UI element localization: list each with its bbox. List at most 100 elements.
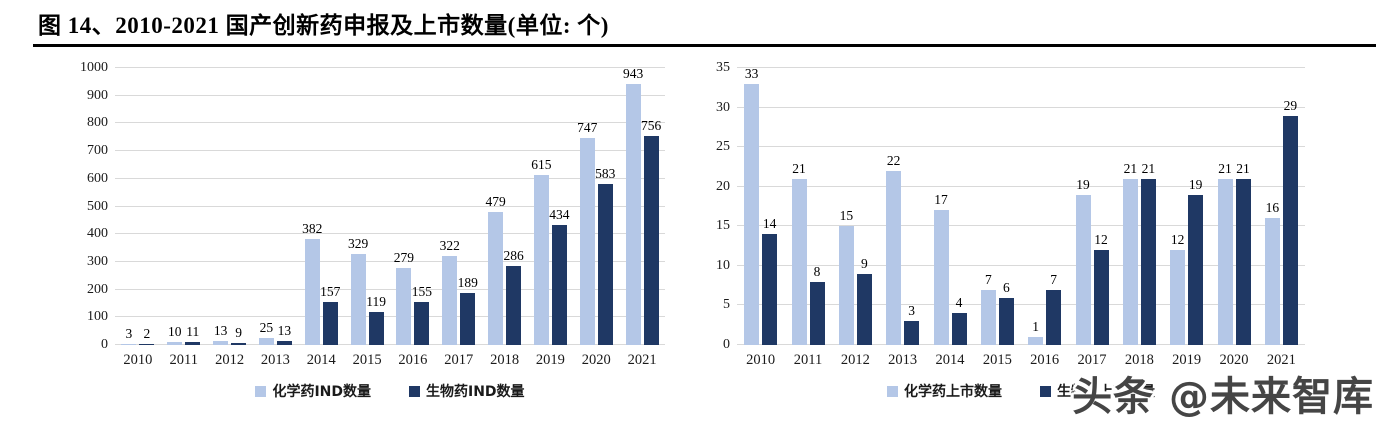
gridline bbox=[115, 67, 665, 68]
gridline bbox=[115, 205, 665, 207]
chart-ind: 0 100 200 300 400 500 600 700 800 900 1000 3 2 10 11 1… bbox=[40, 55, 670, 405]
bar-light-2012 bbox=[213, 341, 229, 345]
x-tick-label: 2020 bbox=[1219, 352, 1249, 368]
bar-value-label: 4 bbox=[955, 295, 963, 311]
bar-value-label: 16 bbox=[1265, 200, 1280, 216]
x-tick-label: 2018 bbox=[1124, 352, 1154, 368]
bar-light-2011 bbox=[167, 342, 183, 345]
bar-dark-2010 bbox=[762, 234, 778, 345]
bar-value-label: 15 bbox=[839, 208, 854, 224]
bar-dark-2013 bbox=[904, 321, 920, 345]
bar-dark-2013 bbox=[276, 341, 292, 345]
x-tick-label: 2019 bbox=[535, 352, 565, 368]
plot-area: 33 14 21 8 15 9 22 3 17 4 7 6 1 7 19 12 21 21 12 19 21 21 16 29 bbox=[737, 65, 1305, 345]
x-tick-label: 2010 bbox=[746, 352, 776, 368]
gridline bbox=[115, 288, 665, 290]
bar-light-2010 bbox=[121, 344, 137, 345]
bar-light-2017 bbox=[1075, 194, 1091, 345]
bar-light-2017 bbox=[442, 255, 458, 345]
legend-swatch-dark-icon bbox=[409, 385, 420, 397]
y-tick-label: 900 bbox=[87, 87, 108, 103]
bar-dark-2015 bbox=[998, 297, 1014, 345]
bar-dark-2014 bbox=[322, 301, 338, 345]
bar-dark-2014 bbox=[951, 313, 967, 345]
bar-dark-2012 bbox=[231, 342, 247, 345]
bar-dark-2016 bbox=[414, 302, 430, 345]
bar-value-label: 747 bbox=[577, 120, 598, 136]
y-tick-label: 0 bbox=[101, 337, 108, 352]
gridline bbox=[737, 225, 1305, 227]
bar-dark-2016 bbox=[1046, 289, 1062, 345]
bar-value-label: 10 bbox=[168, 324, 182, 340]
bar-value-label: 19 bbox=[1076, 176, 1090, 192]
bar-value-label: 17 bbox=[934, 192, 948, 208]
legend-label-chem-approval: 化学药上市数量 bbox=[904, 384, 1002, 400]
y-tick-label: 500 bbox=[87, 198, 108, 214]
y-tick-label: 800 bbox=[87, 115, 108, 131]
gridline bbox=[737, 344, 1305, 345]
bar-light-2015 bbox=[350, 253, 366, 345]
x-tick-label: 2014 bbox=[306, 352, 336, 368]
y-tick-label: 15 bbox=[716, 218, 730, 234]
bar-light-2019 bbox=[1170, 250, 1186, 345]
bar-light-2019 bbox=[533, 174, 549, 345]
bar-value-label: 434 bbox=[549, 206, 570, 222]
bar-value-label: 14 bbox=[762, 216, 777, 232]
bar-dark-2019 bbox=[1188, 194, 1204, 345]
legend-ind: 化学药IND数量 生物药IND数量 bbox=[115, 381, 665, 401]
bar-value-label: 1 bbox=[1032, 319, 1040, 335]
bar-light-2014 bbox=[933, 210, 949, 345]
bar-value-label: 479 bbox=[485, 194, 506, 210]
x-tick-label: 2021 bbox=[1266, 352, 1296, 368]
y-tick-label: 100 bbox=[87, 309, 108, 325]
x-tick-label: 2019 bbox=[1172, 352, 1202, 368]
gridline bbox=[115, 233, 665, 235]
bar-dark-2021 bbox=[1282, 115, 1298, 345]
x-tick-label: 2017 bbox=[444, 352, 474, 368]
gridline bbox=[737, 146, 1305, 148]
y-tick-label: 30 bbox=[716, 99, 730, 115]
bar-value-label: 6 bbox=[1002, 279, 1010, 295]
bar-value-label: 943 bbox=[622, 65, 644, 81]
bar-value-label: 7 bbox=[1050, 271, 1058, 287]
y-tick-label: 35 bbox=[716, 60, 730, 75]
bar-dark-2018 bbox=[506, 265, 522, 345]
x-tick-label: 2011 bbox=[169, 352, 198, 368]
watermark: 头条 @未来智库 bbox=[1072, 374, 1374, 420]
title-underline bbox=[33, 44, 1376, 47]
bar-value-label: 3 bbox=[908, 303, 916, 319]
x-tick-label: 2016 bbox=[1030, 352, 1060, 368]
bar-light-2013 bbox=[886, 170, 902, 345]
bar-light-2016 bbox=[396, 267, 412, 345]
y-tick-label: 10 bbox=[716, 257, 730, 273]
legend-swatch-dark-icon bbox=[1040, 385, 1051, 397]
gridline bbox=[737, 304, 1305, 306]
bar-dark-2011 bbox=[185, 341, 201, 345]
bar-value-label: 21 bbox=[792, 160, 806, 176]
bar-value-label: 33 bbox=[744, 65, 759, 81]
bar-value-label: 21 bbox=[1141, 160, 1156, 176]
bar-value-label: 12 bbox=[1094, 232, 1108, 248]
y-tick-label: 200 bbox=[87, 281, 108, 297]
bar-dark-2018 bbox=[1140, 178, 1156, 345]
gridline bbox=[115, 150, 665, 152]
y-tick-label: 0 bbox=[723, 337, 730, 352]
bar-value-label: 2 bbox=[143, 326, 151, 341]
legend-approvals: 化学药上市数量 生物药上市数量 bbox=[737, 381, 1305, 401]
bar-value-label: 13 bbox=[277, 323, 292, 339]
plot-area: 3 2 10 11 13 9 25 13 382 157 329 119 279 155 322 189 479… bbox=[115, 65, 665, 345]
legend-item-bio-approval: 生物药上市数量 bbox=[1040, 381, 1155, 401]
bar-dark-2020 bbox=[1235, 178, 1251, 345]
x-tick-label: 2015 bbox=[352, 352, 382, 368]
x-tick-label: 2017 bbox=[1077, 352, 1107, 368]
x-tick-label: 2020 bbox=[581, 352, 611, 368]
bar-dark-2017 bbox=[460, 292, 476, 345]
bar-light-2011 bbox=[791, 178, 807, 345]
bar-value-label: 19 bbox=[1188, 176, 1203, 192]
legend-swatch-light-icon bbox=[887, 385, 898, 397]
y-tick-label: 700 bbox=[87, 143, 108, 159]
x-tick-label: 2014 bbox=[935, 352, 965, 368]
bar-dark-2012 bbox=[856, 273, 872, 345]
